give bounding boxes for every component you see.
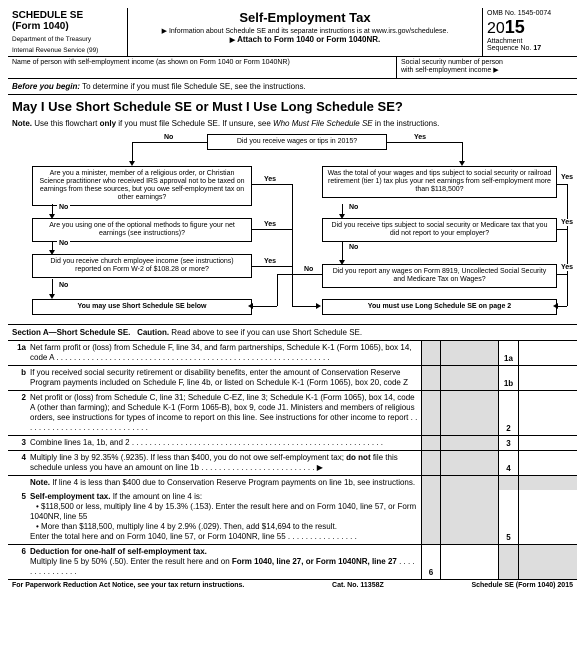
attach-line: Attach to Form 1040 or Form 1040NR. [132, 35, 478, 44]
input-2[interactable] [519, 391, 577, 435]
input-6[interactable] [441, 545, 499, 579]
line-1b: b If you received social security retire… [8, 366, 577, 391]
flowchart-note: Note. Use this flowchart only if you mus… [8, 116, 577, 134]
line-5: 5 Self-employment tax. If the amount on … [8, 490, 577, 545]
form-header: SCHEDULE SE (Form 1040) Department of th… [8, 8, 577, 57]
irs: Internal Revenue Service (99) [12, 47, 123, 54]
fc-bottom-right: You must use Long Schedule SE on page 2 [322, 299, 557, 315]
fc-left1: Are you a minister, member of a religiou… [32, 166, 252, 206]
footer-mid: Cat. No. 11358Z [332, 582, 384, 589]
line-4: 4 Multiply line 3 by 92.35% (.9235). If … [8, 451, 577, 476]
name-field-label: Name of person with self-employment inco… [8, 57, 397, 78]
footer-left: For Paperwork Reduction Act Notice, see … [12, 582, 244, 589]
fc-left3: Did you receive church employee income (… [32, 254, 252, 278]
fc-right1: Was the total of your wages and tips sub… [322, 166, 557, 198]
input-1b[interactable] [519, 366, 577, 390]
line-2: 2 Net profit or (loss) from Schedule C, … [8, 391, 577, 436]
flowchart: Did you receive wages or tips in 2015? N… [12, 134, 573, 324]
fc-left2: Are you using one of the optional method… [32, 218, 252, 242]
input-3[interactable] [519, 436, 577, 450]
dept: Department of the Treasury [12, 36, 123, 43]
form-title: Self-Employment Tax [132, 10, 478, 25]
line-4-note: Note. If line 4 is less than $400 due to… [8, 476, 577, 490]
omb: OMB No. 1545-0074 [487, 10, 573, 17]
footer: For Paperwork Reduction Act Notice, see … [8, 579, 577, 591]
section-a-header: Section A—Short Schedule SE. Caution. Re… [8, 324, 577, 341]
line-3: 3 Combine lines 1a, 1b, and 2 . . . . . … [8, 436, 577, 451]
fc-right2: Did you receive tips subject to social s… [322, 218, 557, 242]
schedule-name: SCHEDULE SE [12, 10, 123, 21]
before-begin: Before you begin: To determine if you mu… [8, 79, 577, 95]
name-ssn-row: Name of person with self-employment inco… [8, 57, 577, 79]
footer-right: Schedule SE (Form 1040) 2015 [471, 582, 573, 589]
lines-area: 1a Net farm profit or (loss) from Schedu… [8, 341, 577, 579]
info-line: Information about Schedule SE and its se… [132, 27, 478, 35]
before-label: Before you begin: [12, 82, 80, 91]
form-number: (Form 1040) [12, 21, 123, 32]
attachment-label: Attachment [487, 38, 573, 45]
before-text: To determine if you must file Schedule S… [82, 82, 306, 91]
line-1a: 1a Net farm profit or (loss) from Schedu… [8, 341, 577, 366]
fc-no-1: No [162, 134, 175, 141]
ssn-field: Social security number of person with se… [397, 57, 577, 78]
year: 2015 [487, 17, 573, 38]
header-left: SCHEDULE SE (Form 1040) Department of th… [8, 8, 128, 56]
fc-yes-1: Yes [412, 134, 428, 141]
fc-right3: Did you report any wages on Form 8919, U… [322, 264, 557, 288]
input-1a[interactable] [519, 341, 577, 365]
fc-top: Did you receive wages or tips in 2015? [207, 134, 387, 150]
fc-bottom-left: You may use Short Schedule SE below [32, 299, 252, 315]
line-6: 6 Deduction for one-half of self-employm… [8, 545, 577, 579]
input-4[interactable] [519, 451, 577, 475]
header-right: OMB No. 1545-0074 2015 Attachment Sequen… [482, 8, 577, 56]
seqno: Sequence No. 17 [487, 45, 573, 52]
input-5[interactable] [519, 490, 577, 544]
header-mid: Self-Employment Tax Information about Sc… [128, 8, 482, 56]
question-title: May I Use Short Schedule SE or Must I Us… [8, 95, 577, 116]
